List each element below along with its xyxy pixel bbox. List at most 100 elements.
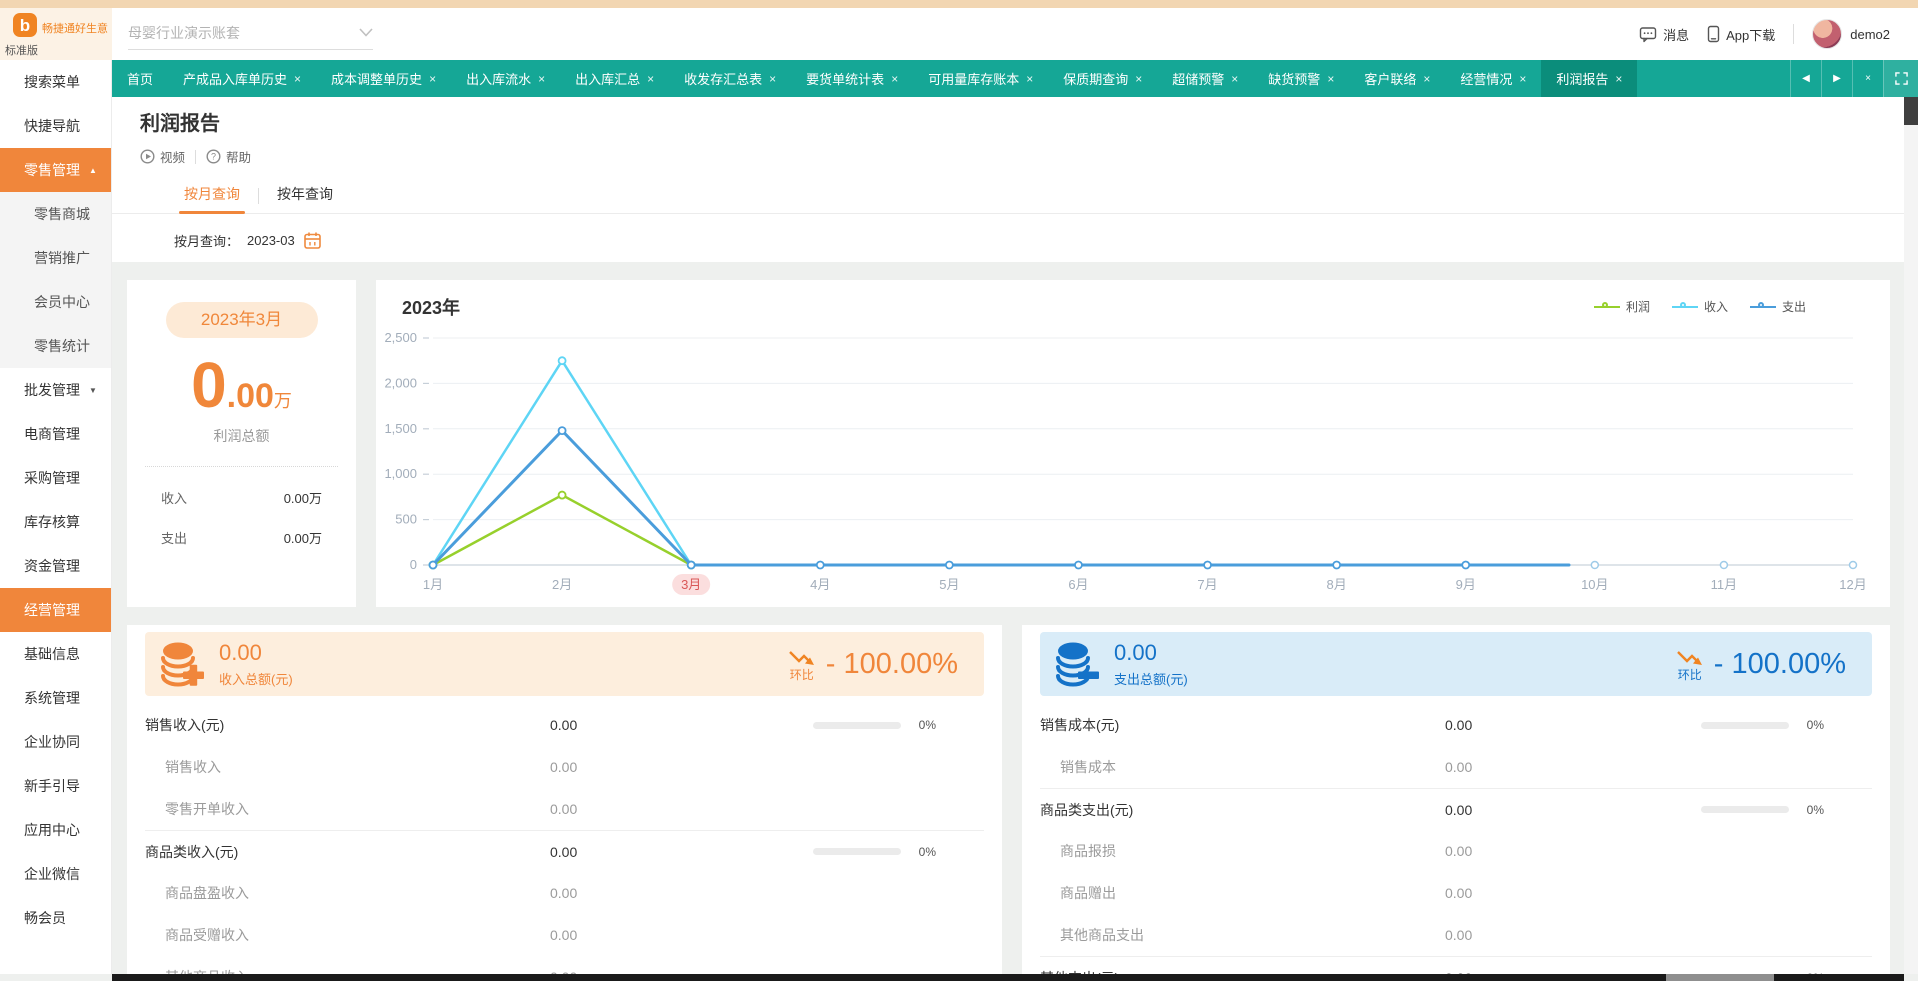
close-tab-icon[interactable]: ×	[1423, 71, 1431, 86]
user-menu[interactable]: demo2	[1812, 19, 1890, 49]
query-tabs-row: 按月查询 按年查询	[112, 177, 1904, 214]
messages-button[interactable]: 消息	[1639, 25, 1689, 44]
sidebar-item-零售管理[interactable]: 零售管理 ▲	[0, 148, 111, 192]
close-tab-icon[interactable]: ×	[294, 71, 302, 86]
sidebar-item-电商管理[interactable]: 电商管理	[0, 412, 111, 456]
close-tab-icon[interactable]: ×	[891, 71, 899, 86]
close-tab-icon[interactable]: ×	[1231, 71, 1239, 86]
tab-利润报告[interactable]: 利润报告 ×	[1541, 60, 1638, 97]
sidebar-item-搜索菜单[interactable]: 搜索菜单	[0, 60, 111, 104]
message-bubble-icon	[1639, 26, 1657, 42]
vertical-scrollbar[interactable]	[1904, 97, 1918, 974]
sidebar-item-企业微信[interactable]: 企业微信	[0, 852, 111, 896]
card-row-value: 0.00	[1445, 717, 1473, 733]
open-tabs: 首页 产成品入库单历史 × 成本调整单历史 × 出入库流水 × 出入库汇总 × 收发存汇总表 × 要货…	[112, 60, 1790, 97]
tab-要货单统计表[interactable]: 要货单统计表 ×	[791, 60, 913, 97]
sidebar-item-会员中心[interactable]: 会员中心	[0, 280, 111, 324]
sidebar-item-企业协同[interactable]: 企业协同	[0, 720, 111, 764]
month-filter-value[interactable]: 2023-03	[247, 232, 295, 248]
sidebar-item-基础信息[interactable]: 基础信息	[0, 632, 111, 676]
tab-经营情况[interactable]: 经营情况 ×	[1445, 60, 1541, 97]
messages-label: 消息	[1663, 27, 1690, 43]
close-tab-icon[interactable]: ×	[647, 71, 655, 86]
card-row-value: 0.00	[550, 759, 578, 775]
tab-保质期查询[interactable]: 保质期查询 ×	[1048, 60, 1157, 97]
month-filter-label: 按月查询：	[174, 233, 240, 249]
progress-bar	[813, 848, 901, 855]
chevron-down-icon	[359, 28, 373, 37]
chevron-down-icon: ▼	[89, 385, 97, 395]
sidebar-item-资金管理[interactable]: 资金管理	[0, 544, 111, 588]
vertical-scrollbar-thumb[interactable]	[1904, 97, 1918, 125]
video-button[interactable]: 视频	[140, 147, 185, 166]
tab-label: 出入库流水	[466, 72, 532, 87]
sidebar-item-库存核算[interactable]: 库存核算	[0, 500, 111, 544]
sidebar-item-营销推广[interactable]: 营销推广	[0, 236, 111, 280]
ratio-block: 环比	[788, 648, 816, 681]
account-select[interactable]: 母婴行业演示账套	[128, 16, 373, 50]
percent-label: 0%	[918, 844, 936, 859]
prev-tab-button[interactable]: ◀	[1790, 60, 1821, 97]
app-name: 畅捷通好生意	[42, 23, 108, 35]
fullscreen-tabs-button[interactable]	[1883, 60, 1918, 97]
tab-成本调整单历史[interactable]: 成本调整单历史 ×	[316, 60, 451, 97]
sidebar-item-经营管理[interactable]: 经营管理	[0, 588, 111, 632]
card-row-label: 销售收入(元)	[145, 717, 225, 733]
legend-item-收入[interactable]: 收入	[1671, 298, 1728, 315]
sidebar-item-采购管理[interactable]: 采购管理	[0, 456, 111, 500]
tab-产成品入库单历史[interactable]: 产成品入库单历史 ×	[168, 60, 316, 97]
tab-超储预警[interactable]: 超储预警 ×	[1157, 60, 1253, 97]
close-tab-icon[interactable]: ×	[769, 71, 777, 86]
sidebar-item-label: 新手引导	[24, 778, 80, 794]
sidebar-item-零售统计[interactable]: 零售统计	[0, 324, 111, 368]
close-tab-icon[interactable]: ×	[429, 71, 437, 86]
close-tabs-button[interactable]: ×	[1852, 60, 1883, 97]
legend-item-利润[interactable]: 利润	[1593, 298, 1650, 315]
horizontal-scrollbar[interactable]	[112, 974, 1904, 981]
card-row-label: 商品类收入(元)	[145, 843, 239, 860]
tab-首页[interactable]: 首页	[112, 60, 168, 97]
sidebar-item-label: 基础信息	[24, 646, 80, 662]
sidebar-item-label: 会员中心	[34, 294, 90, 310]
app-download-button[interactable]: App下载	[1707, 25, 1775, 44]
sidebar-item-label: 零售统计	[34, 338, 90, 354]
sidebar-item-批发管理[interactable]: 批发管理 ▼	[0, 368, 111, 412]
ratio-label: 环比	[1677, 667, 1702, 682]
legend-item-支出[interactable]: 支出	[1749, 298, 1806, 315]
tab-缺货预警[interactable]: 缺货预警 ×	[1253, 60, 1349, 97]
tab-可用量库存账本[interactable]: 可用量库存账本 ×	[913, 60, 1048, 97]
sidebar-item-系统管理[interactable]: 系统管理	[0, 676, 111, 720]
tab-出入库汇总[interactable]: 出入库汇总 ×	[560, 60, 669, 97]
close-tab-icon[interactable]: ×	[1327, 71, 1335, 86]
sidebar-item-零售商城[interactable]: 零售商城	[0, 192, 111, 236]
tab-出入库流水[interactable]: 出入库流水 ×	[451, 60, 560, 97]
card-row-商品类支出(元): 商品类支出(元) 0.00 0%	[1040, 788, 1872, 830]
svg-text:1,500: 1,500	[384, 421, 417, 436]
sidebar-item-快捷导航[interactable]: 快捷导航	[0, 104, 111, 148]
sidebar-item-新手引导[interactable]: 新手引导	[0, 764, 111, 808]
tab-label: 利润报告	[1556, 72, 1609, 87]
close-tab-icon[interactable]: ×	[1026, 71, 1034, 86]
tab-客户联络[interactable]: 客户联络 ×	[1349, 60, 1445, 97]
sidebar-item-畅会员[interactable]: 畅会员	[0, 896, 111, 940]
window-top-strip	[0, 0, 1918, 8]
close-tab-icon[interactable]: ×	[1135, 71, 1143, 86]
help-button[interactable]: ? 帮助	[206, 147, 251, 166]
card-row-value: 0.00	[1445, 801, 1473, 818]
query-tab-按年查询[interactable]: 按年查询	[277, 186, 333, 202]
query-tab-按月查询[interactable]: 按月查询	[170, 177, 254, 214]
svg-text:b: b	[20, 16, 30, 35]
tab-label: 可用量库存账本	[928, 72, 1020, 87]
card-row-商品盘盈收入: 商品盘盈收入 0.00	[145, 872, 984, 914]
next-tab-button[interactable]: ▶	[1821, 60, 1852, 97]
tab-controls: ◀ ▶ ×	[1790, 60, 1918, 97]
profit-chart-panel: 2023年 利润 收入 支出 0 500 1,000 1,500 2,000 2,500 1月 2…	[376, 280, 1890, 607]
tab-收发存汇总表[interactable]: 收发存汇总表 ×	[669, 60, 791, 97]
close-tab-icon[interactable]: ×	[538, 71, 546, 86]
close-tab-icon[interactable]: ×	[1615, 71, 1623, 86]
close-tab-icon[interactable]: ×	[1519, 71, 1527, 86]
card-row-销售成本: 销售成本 0.00	[1040, 746, 1872, 788]
income-header-right: 环比 - 100.00%	[788, 648, 958, 681]
calendar-icon[interactable]	[303, 231, 322, 250]
sidebar-item-应用中心[interactable]: 应用中心	[0, 808, 111, 852]
